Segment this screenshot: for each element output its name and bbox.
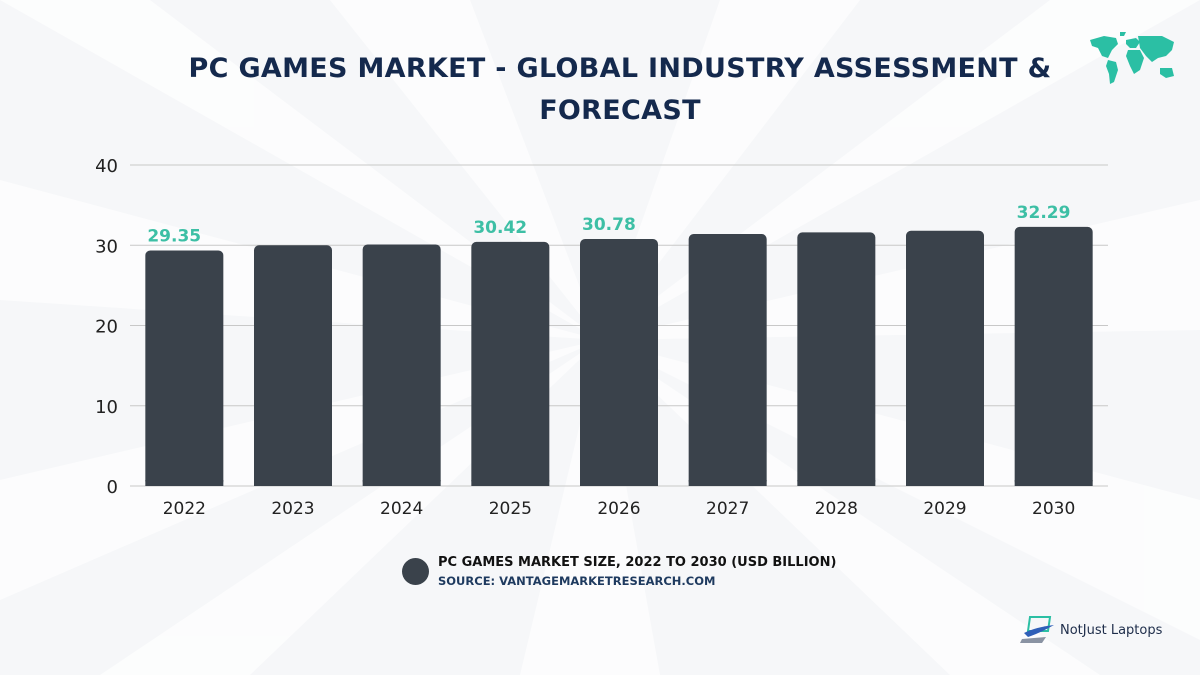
bar-base — [362, 480, 441, 486]
y-tick-label: 0 — [107, 477, 118, 498]
x-tick-label: 2025 — [489, 499, 532, 519]
bar-base — [906, 480, 984, 486]
bar-base — [254, 480, 332, 486]
y-tick-label: 10 — [95, 397, 118, 418]
y-tick-label: 20 — [95, 317, 118, 338]
world-map-icon — [1090, 32, 1174, 84]
data-label: 29.35 — [147, 226, 201, 246]
data-label: 32.29 — [1017, 203, 1071, 223]
data-label: 30.42 — [473, 218, 527, 238]
bar-2028 — [797, 232, 876, 486]
bar-base — [580, 480, 658, 486]
bar-2027 — [688, 234, 767, 486]
x-tick-label: 2027 — [706, 499, 749, 519]
x-tick-label: 2022 — [163, 499, 206, 519]
x-tick-label: 2026 — [597, 499, 640, 519]
x-tick-label: 2030 — [1032, 499, 1075, 519]
bar-base — [471, 480, 550, 486]
bar-2025 — [471, 241, 550, 486]
bar-2029 — [906, 230, 984, 486]
source-note: SOURCE: VANTAGEMARKETRESEARCH.COM — [438, 574, 716, 588]
bar-2023 — [254, 245, 332, 486]
legend-title: PC GAMES MARKET SIZE, 2022 TO 2030 (USD … — [438, 555, 837, 570]
bar-base — [1014, 480, 1093, 486]
x-tick-label: 2024 — [380, 499, 423, 519]
legend-swatch — [402, 558, 429, 585]
x-tick-label: 2023 — [271, 499, 314, 519]
brand-logo: NotJust Laptops — [1020, 615, 1162, 645]
bar-base — [688, 480, 767, 486]
chart-legend: PC GAMES MARKET SIZE, 2022 TO 2030 (USD … — [402, 555, 836, 588]
x-tick-label: 2029 — [923, 499, 966, 519]
page-title: PC GAMES MARKET - GLOBAL INDUSTRY ASSESS… — [188, 53, 1052, 126]
laptop-logo-icon — [1020, 616, 1054, 643]
bar-2022 — [145, 250, 224, 486]
bar-2030 — [1014, 226, 1093, 487]
bar-2024 — [362, 244, 441, 486]
brand-name: NotJust Laptops — [1060, 622, 1163, 638]
y-tick-label: 40 — [95, 156, 118, 177]
data-label: 30.78 — [582, 215, 636, 235]
y-tick-label: 30 — [95, 236, 118, 257]
bar-2026 — [580, 238, 658, 486]
x-tick-label: 2028 — [815, 499, 858, 519]
bar-base — [797, 480, 876, 486]
bar-base — [145, 480, 224, 486]
